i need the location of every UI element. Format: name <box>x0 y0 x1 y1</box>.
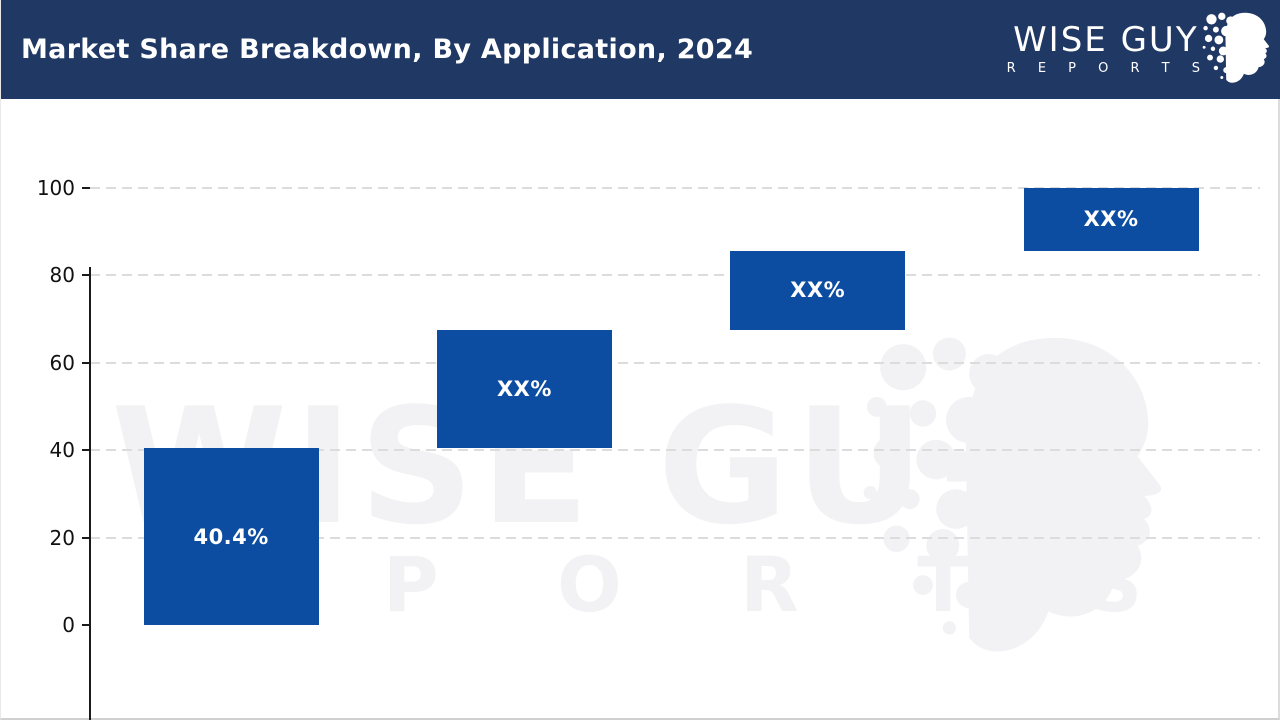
wise-guy-logo: WISE GUY R E P O R T S <box>1003 9 1275 90</box>
watermark-face-icon <box>863 337 1162 652</box>
y-tick-label: 100 <box>36 175 75 200</box>
y-axis-tick <box>82 449 90 451</box>
logo-text: WISE GUY R E P O R T S <box>1003 20 1209 76</box>
logo-subtitle: R E P O R T S <box>1006 60 1209 76</box>
bar: XX% <box>436 329 612 449</box>
bar-value-label: XX% <box>496 376 552 401</box>
chart-title: Market Share Breakdown, By Application, … <box>21 34 754 65</box>
y-tick-label: 60 <box>49 350 75 375</box>
y-axis-tick <box>82 624 90 626</box>
gridline <box>90 449 1260 451</box>
bar: XX% <box>1023 187 1199 251</box>
gridline <box>90 274 1260 276</box>
gridline <box>90 361 1260 364</box>
bar-value-label: XX% <box>1083 207 1139 231</box>
y-tick-label: 40 <box>49 438 75 462</box>
y-axis-line <box>89 267 91 720</box>
bar-value-label: 40.4% <box>193 524 269 549</box>
chart-area: WISE GU·Y P O R T S 02040608010040.4%Agr… <box>1 99 1280 720</box>
y-tick-label: 0 <box>62 613 75 637</box>
y-axis-tick <box>82 274 90 276</box>
gridline <box>90 186 1260 189</box>
gridline <box>90 536 1260 539</box>
bar: 40.4% <box>143 448 319 625</box>
bar-value-label: XX% <box>790 278 846 303</box>
logo-brand: WISE GUY <box>1013 20 1199 61</box>
y-axis-tick <box>82 186 90 189</box>
logo-face-icon <box>1202 12 1270 83</box>
y-axis-tick <box>82 536 90 539</box>
y-tick-label: 20 <box>49 525 75 550</box>
y-tick-label: 80 <box>49 263 75 287</box>
header: Market Share Breakdown, By Application, … <box>1 0 1280 99</box>
y-axis-tick <box>82 361 90 364</box>
bar: XX% <box>730 250 906 330</box>
